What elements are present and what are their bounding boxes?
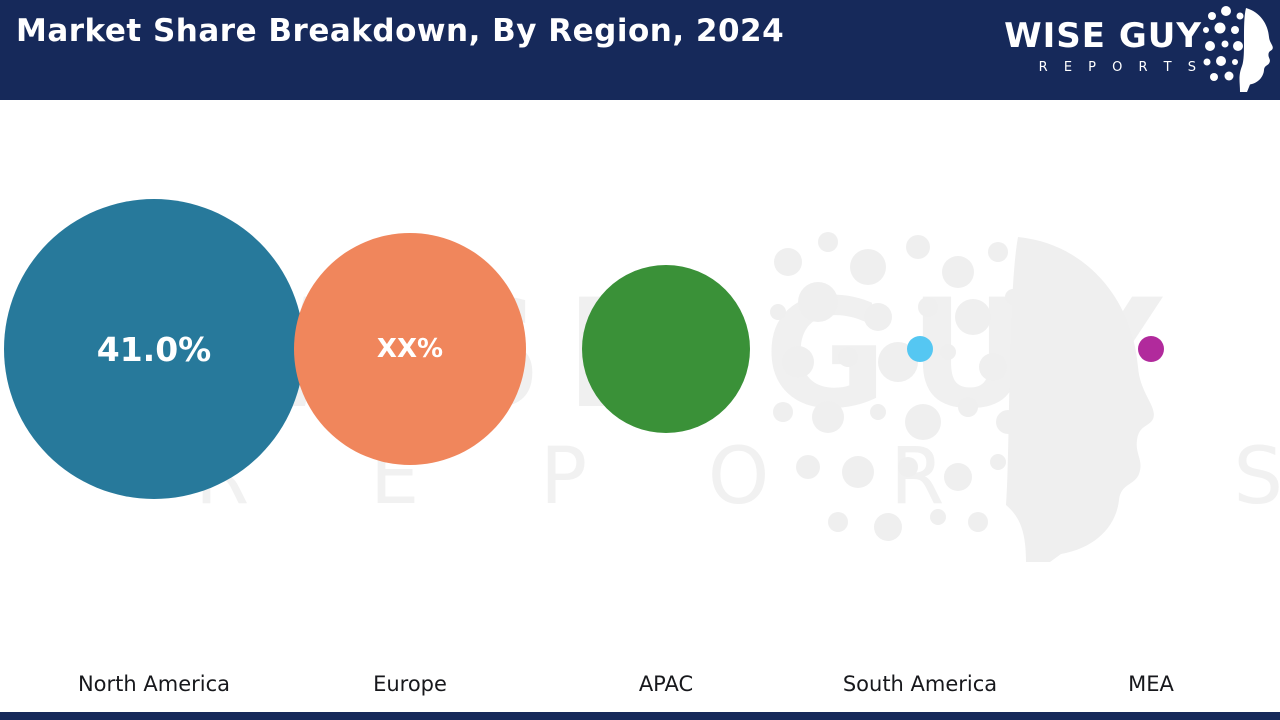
bubble-north-america: 41.0% — [4, 199, 304, 499]
region-label-south-america: South America — [842, 672, 998, 696]
watermark-head-icon — [770, 232, 1154, 562]
region-label-north-america: North America — [77, 672, 231, 696]
brand-logo-line1: WISE GUY — [1004, 16, 1202, 56]
bottom-accent-bar — [0, 712, 1280, 720]
region-label-europe: Europe — [373, 672, 447, 696]
brand-head-icon — [1203, 6, 1273, 92]
bubble-europe: XX% — [294, 233, 526, 465]
region-label-mea: MEA — [1128, 672, 1174, 696]
bubble-apac — [582, 265, 750, 433]
brand-logo: WISE GUY R E P O R T S — [1004, 16, 1202, 75]
bubble-mea — [1138, 336, 1164, 362]
bubble-value-label-europe: XX% — [376, 334, 444, 364]
region-label-apac: APAC — [638, 672, 694, 696]
bubble-value-label-north-america: 41.0% — [96, 329, 212, 369]
header-bar: Market Share Breakdown, By Region, 2024 … — [0, 0, 1280, 100]
bubble-south-america — [907, 336, 933, 362]
page-title: Market Share Breakdown, By Region, 2024 — [16, 13, 785, 49]
brand-logo-line2: R E P O R T S — [1038, 60, 1202, 75]
